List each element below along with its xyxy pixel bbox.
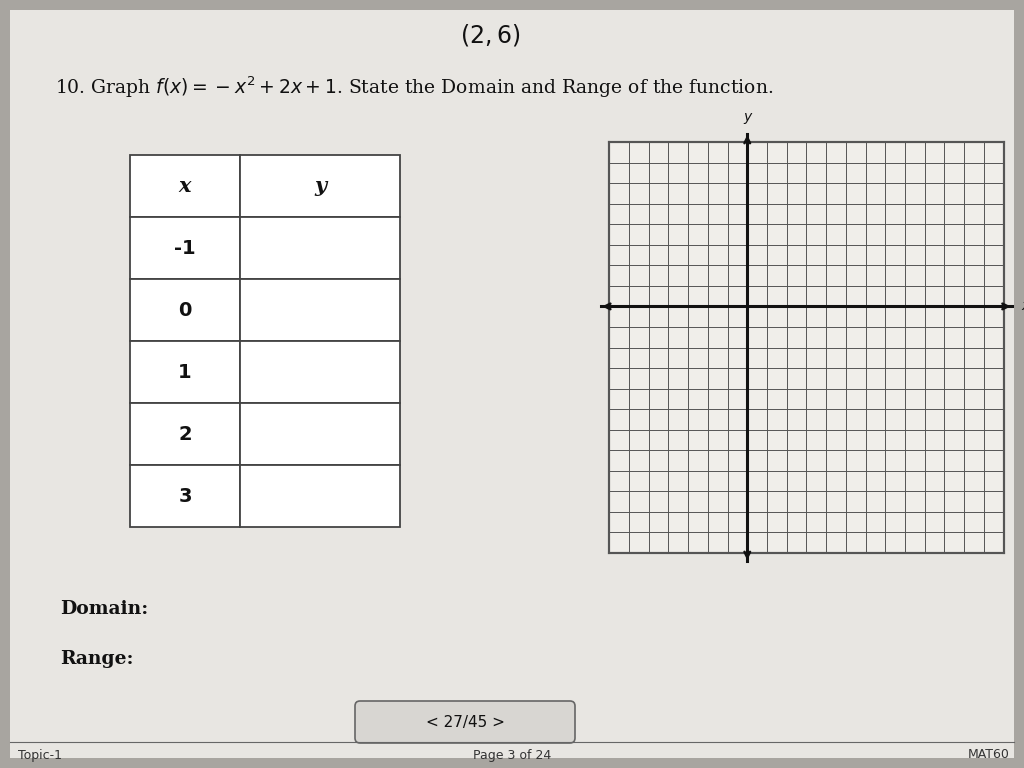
Text: 0: 0 <box>178 300 191 319</box>
Bar <box>240 279 400 341</box>
Bar <box>240 341 400 403</box>
Bar <box>130 279 240 341</box>
Text: Range:: Range: <box>60 650 133 668</box>
Text: $(2,6)$: $(2,6)$ <box>460 22 520 48</box>
Bar <box>130 217 240 279</box>
Bar <box>130 341 240 403</box>
FancyBboxPatch shape <box>355 701 575 743</box>
Bar <box>240 217 400 279</box>
Text: 3: 3 <box>178 486 191 505</box>
Bar <box>130 403 240 465</box>
Text: 10. Graph $f(x) = -x^2 + 2x + 1$. State the Domain and Range of the function.: 10. Graph $f(x) = -x^2 + 2x + 1$. State … <box>55 75 773 101</box>
Bar <box>240 465 400 527</box>
Bar <box>130 465 240 527</box>
Text: x: x <box>1022 300 1024 313</box>
Text: Page 3 of 24: Page 3 of 24 <box>473 749 551 762</box>
Text: MAT60: MAT60 <box>968 749 1010 762</box>
Text: Topic-1: Topic-1 <box>18 749 62 762</box>
Bar <box>130 155 240 217</box>
Text: -1: -1 <box>174 239 196 257</box>
Text: Domain:: Domain: <box>60 600 148 618</box>
Text: y: y <box>314 176 326 196</box>
Text: 2: 2 <box>178 425 191 443</box>
Text: < 27/45 >: < 27/45 > <box>426 714 505 730</box>
Text: x: x <box>179 176 191 196</box>
Bar <box>609 142 1004 553</box>
Bar <box>240 155 400 217</box>
Bar <box>240 403 400 465</box>
Text: 1: 1 <box>178 362 191 382</box>
Text: y: y <box>743 110 752 124</box>
